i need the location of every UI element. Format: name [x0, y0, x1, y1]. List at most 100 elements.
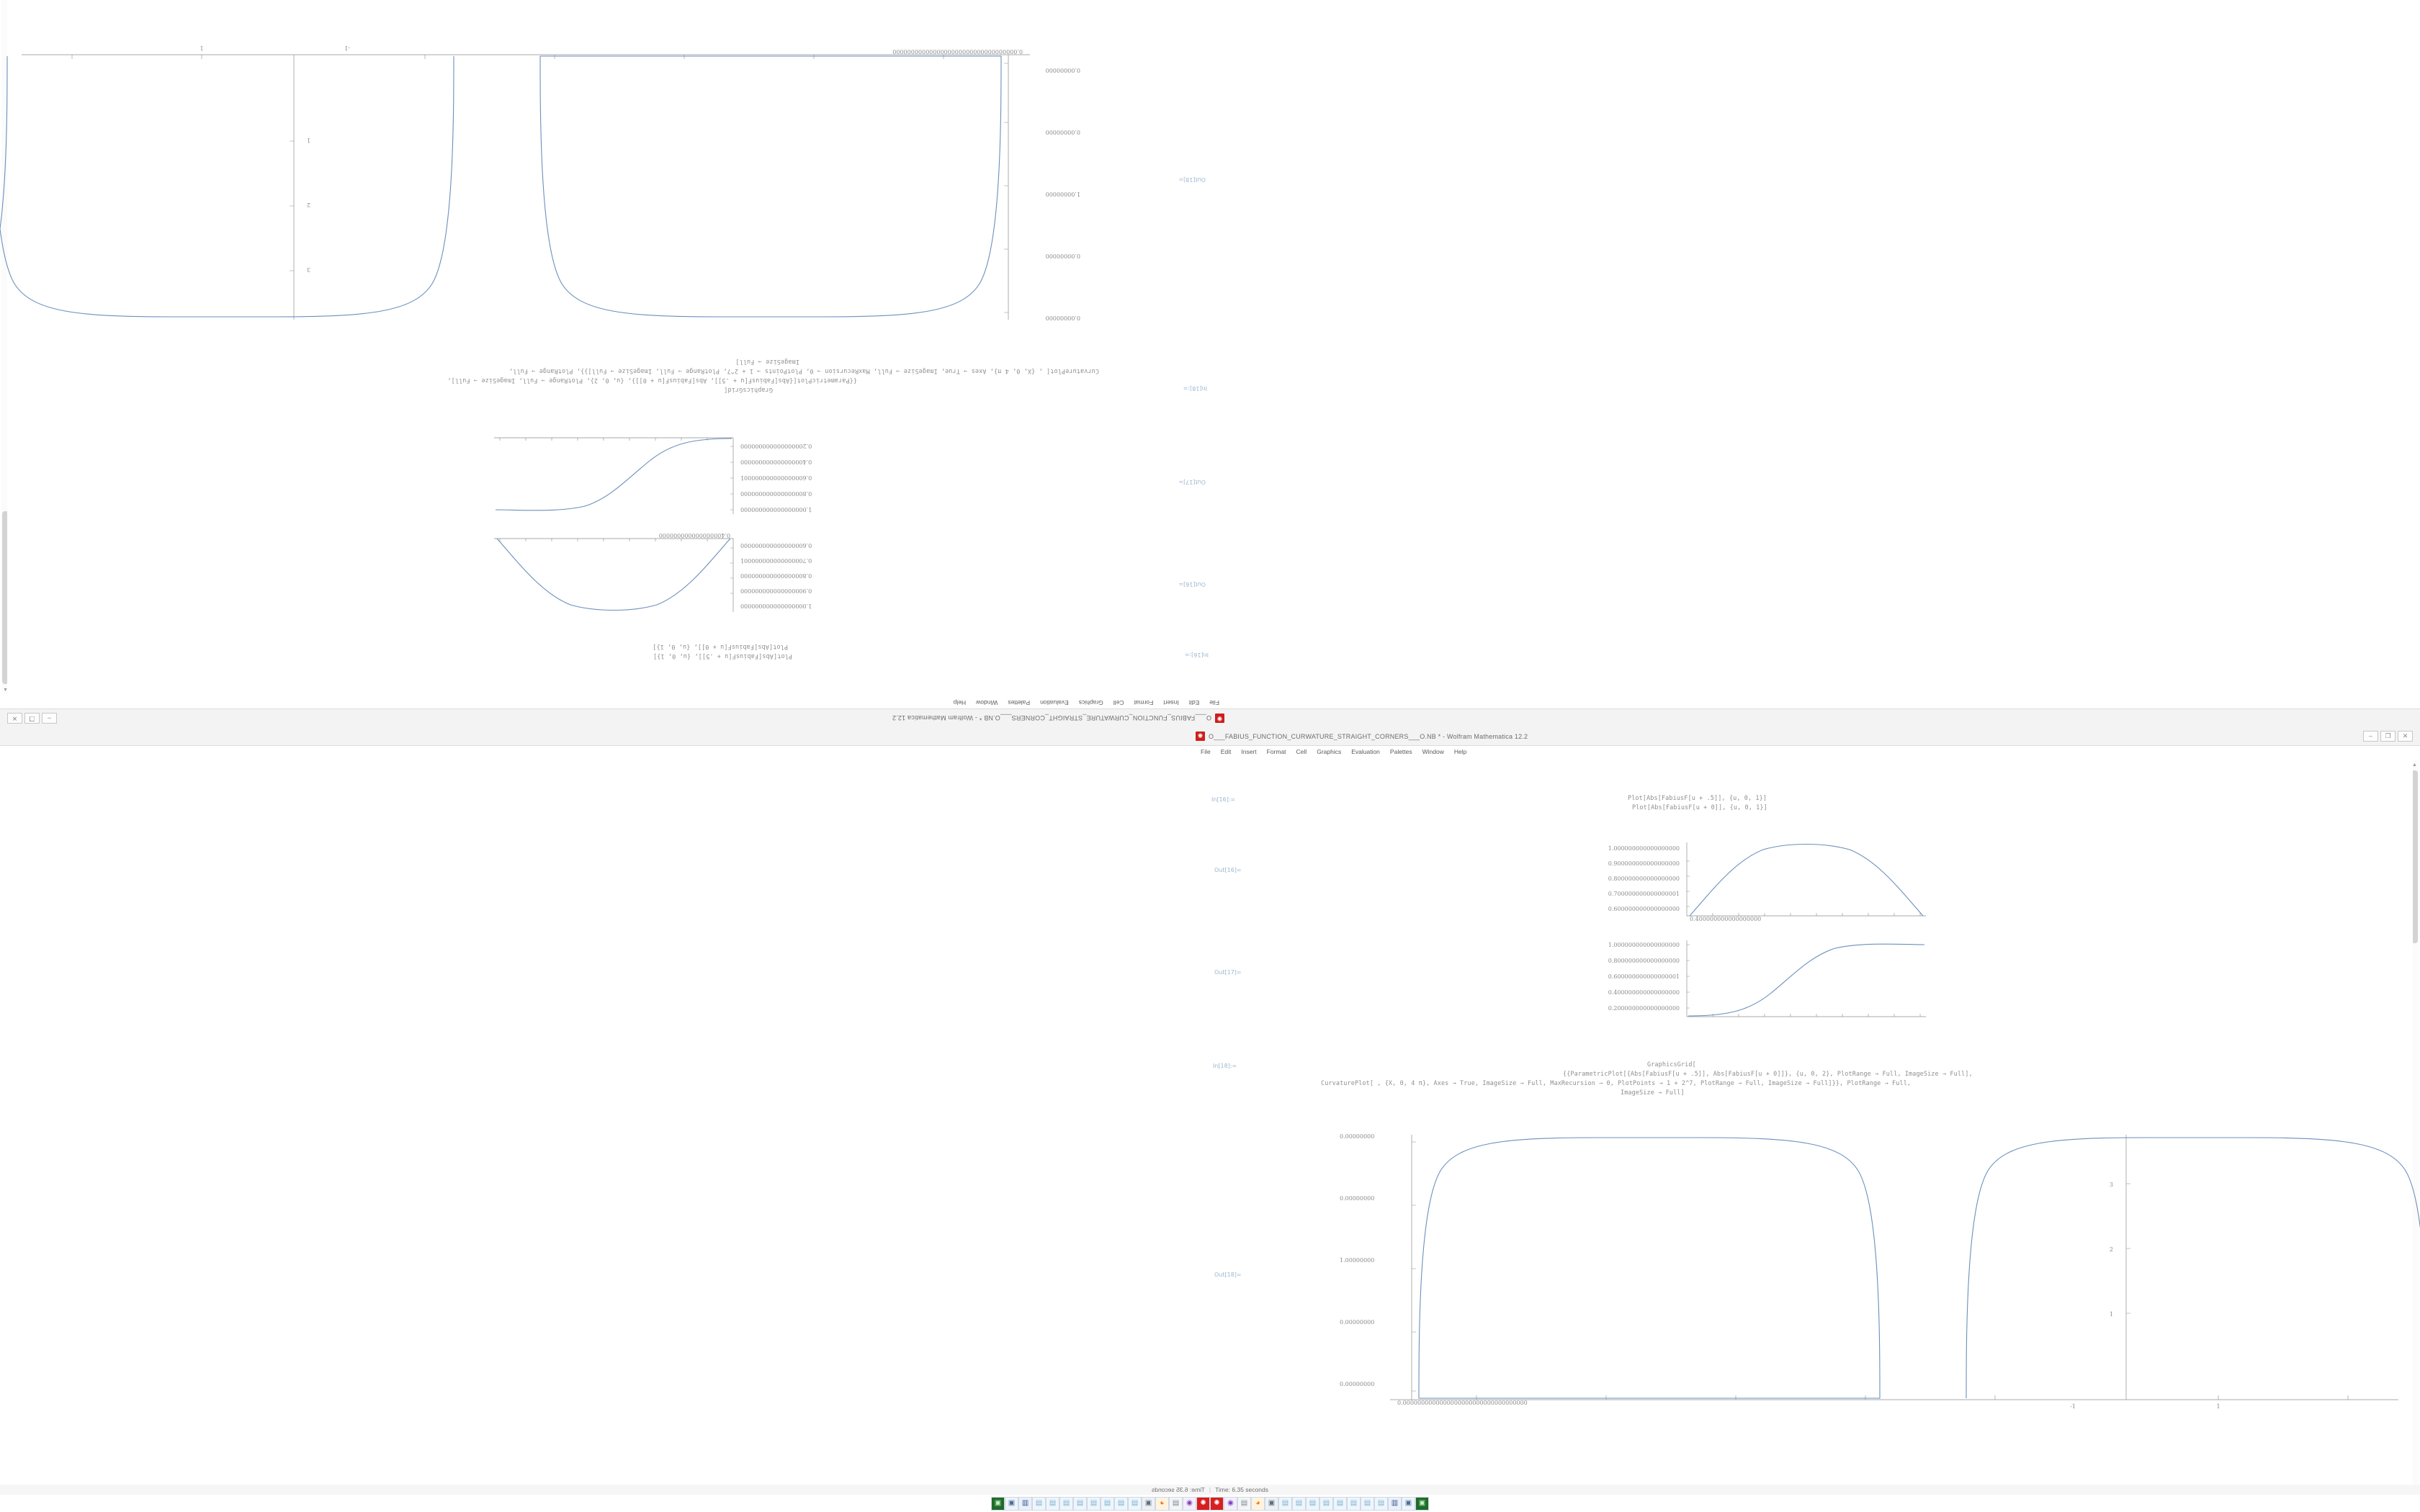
- menu-item-format[interactable]: Format: [1266, 747, 1286, 755]
- svg-text:3: 3: [2110, 1182, 2113, 1188]
- document-taskbar-button-4-mirrored[interactable]: ▤: [1087, 1496, 1101, 1511]
- document-taskbar-button-1-mirrored[interactable]: ▤: [1128, 1496, 1142, 1511]
- code-line-curvatureplot-rotated[interactable]: CurvaturePlot[ , {X, 0, 4 π}, Axes → Tru…: [508, 367, 1099, 374]
- window-controls-rotated[interactable]: – ❐ ✕: [7, 713, 57, 724]
- document-taskbar-button-2-mirrored[interactable]: ▤: [1114, 1496, 1128, 1511]
- y-tick-s-2: 0.800000000000000000: [1608, 958, 1680, 964]
- menu-item-help-rotated[interactable]: Help: [953, 699, 967, 707]
- mathematica-taskbar-button[interactable]: ✺: [1210, 1496, 1224, 1511]
- y-tick-p-3-rotated: 1.00000000: [1045, 191, 1080, 197]
- camera-taskbar-button[interactable]: ▣: [1265, 1496, 1278, 1511]
- menu-item-format-rotated[interactable]: Format: [1134, 699, 1154, 707]
- taskbar-group[interactable]: ✺ ◉ ▤ ◕ ▣ ▤ ▤ ▤ ▤ ▤ ▤ ▤ ▤ ▥ ▣ ▣: [1210, 1496, 1429, 1511]
- document-taskbar-button-8-mirrored[interactable]: ▤: [1032, 1496, 1046, 1511]
- menu-item-edit[interactable]: Edit: [1220, 747, 1232, 755]
- terminal-taskbar-button-mirrored[interactable]: ▣: [991, 1496, 1005, 1511]
- camera-taskbar-button-mirrored[interactable]: ▣: [1142, 1496, 1155, 1511]
- menu-item-graphics[interactable]: Graphics: [1317, 747, 1342, 755]
- document-taskbar-button-7[interactable]: ▤: [1361, 1496, 1374, 1511]
- code-line-plot-half-rotated[interactable]: Plot[Abs[FabiusF[u + .5]], {u, 0, 1}]: [653, 652, 792, 660]
- mathematica-taskbar-button-mirrored[interactable]: ✺: [1196, 1496, 1210, 1511]
- menu-item-graphics-rotated[interactable]: Graphics: [1078, 699, 1103, 707]
- svg-text:1: 1: [2110, 1311, 2113, 1318]
- out-label-16-rotated: Out[16]=: [1178, 581, 1206, 588]
- code-line-plot-zero-rotated[interactable]: Plot[Abs[FabiusF[u + 0]], {u, 0, 1}]: [653, 643, 788, 650]
- firefox-taskbar-button[interactable]: ◕: [1251, 1496, 1265, 1511]
- firefox-taskbar-button-mirrored[interactable]: ◕: [1155, 1496, 1169, 1511]
- x-tick-bump-1: 0.400000000000000000: [1690, 916, 1762, 922]
- code-line-curvatureplot[interactable]: CurvaturePlot[ , {X, 0, 4 π}, Axes → Tru…: [1321, 1080, 1912, 1087]
- svg-text:1: 1: [2216, 1403, 2220, 1410]
- fabius-zero-plot: [1686, 940, 1926, 1017]
- menu-item-palettes[interactable]: Palettes: [1389, 747, 1412, 755]
- text-editor-taskbar-button[interactable]: ▤: [1237, 1496, 1251, 1511]
- menu-item-window[interactable]: Window: [1422, 747, 1444, 755]
- menu-item-cell-rotated[interactable]: Cell: [1113, 699, 1124, 707]
- document-taskbar-button-5-mirrored[interactable]: ▤: [1073, 1496, 1087, 1511]
- document-taskbar-button-3[interactable]: ▤: [1306, 1496, 1319, 1511]
- y-tick-p-1-rotated: 0.00000000: [1045, 315, 1080, 321]
- code-line-parametricplot[interactable]: {{ParametricPlot[{Abs[FabiusF[u + .5]], …: [1563, 1071, 1973, 1078]
- monitor-taskbar-button-mirrored[interactable]: ▣: [1005, 1496, 1018, 1511]
- in-label-18-rotated: In[18]:=: [1183, 385, 1207, 392]
- restore-button[interactable]: ❐: [2380, 731, 2396, 742]
- wolfram-spikey-icon-rotated: [1215, 714, 1224, 723]
- fabius-shift-half-plot-rotated: [494, 538, 734, 612]
- code-line-graphicsgrid-rotated[interactable]: GraphicsGrid[: [724, 386, 773, 393]
- scroll-up-arrow[interactable]: ▲: [2412, 762, 2417, 768]
- code-line-imagesize-rotated[interactable]: ImageSize → Full]: [735, 358, 799, 365]
- code-line-imagesize[interactable]: ImageSize → Full]: [1621, 1089, 1685, 1097]
- wolfram-spikey-icon: [1196, 732, 1205, 741]
- menu-item-insert-rotated[interactable]: Insert: [1163, 699, 1179, 707]
- notebook-canvas-rotated[interactable]: In[16]:= Plot[Abs[FabiusF[u + .5]], {u, …: [0, 0, 1296, 694]
- title-bar-rotated[interactable]: O___FABIUS_FUNCTION_CURWATURE_STRAIGHT_C…: [0, 708, 2420, 727]
- document-taskbar-button-6[interactable]: ▤: [1347, 1496, 1361, 1511]
- monitor-taskbar-button[interactable]: ▣: [1402, 1496, 1415, 1511]
- app-purple-taskbar-button[interactable]: ◉: [1224, 1496, 1237, 1511]
- restore-button-rotated[interactable]: ❐: [24, 713, 40, 724]
- menu-bar[interactable]: File Edit Insert Format Cell Graphics Ev…: [0, 746, 2420, 757]
- code-line-plot-half[interactable]: Plot[Abs[FabiusF[u + .5]], {u, 0, 1}]: [1628, 795, 1767, 802]
- menu-item-help[interactable]: Help: [1453, 747, 1467, 755]
- menu-item-file[interactable]: File: [1201, 747, 1211, 755]
- menu-item-file-rotated[interactable]: File: [1209, 699, 1219, 707]
- document-taskbar-button-4[interactable]: ▤: [1319, 1496, 1333, 1511]
- menu-item-insert[interactable]: Insert: [1241, 747, 1257, 755]
- document-taskbar-button-5[interactable]: ▤: [1333, 1496, 1347, 1511]
- svg-text:-1: -1: [344, 45, 350, 51]
- code-line-parametricplot-rotated[interactable]: {{ParametricPlot[{Abs[FabiusF[u + .5]], …: [447, 377, 857, 384]
- window-title-rotated: O___FABIUS_FUNCTION_CURWATURE_STRAIGHT_C…: [892, 714, 1211, 722]
- vertical-scrollbar-thumb[interactable]: [2411, 770, 2418, 943]
- code-line-graphicsgrid[interactable]: GraphicsGrid[: [1647, 1061, 1696, 1068]
- save-taskbar-button-mirrored[interactable]: ▥: [1018, 1496, 1032, 1511]
- menu-item-palettes-rotated[interactable]: Palettes: [1008, 699, 1031, 707]
- app-purple-taskbar-button-mirrored[interactable]: ◉: [1183, 1496, 1196, 1511]
- text-editor-taskbar-button-mirrored[interactable]: ▤: [1169, 1496, 1183, 1511]
- menu-bar-rotated[interactable]: File Edit Insert Format Cell Graphics Ev…: [0, 698, 2420, 708]
- y-tick-p-3: 1.00000000: [1340, 1257, 1375, 1264]
- menu-item-evaluation[interactable]: Evaluation: [1351, 747, 1380, 755]
- document-taskbar-button-2[interactable]: ▤: [1292, 1496, 1306, 1511]
- document-taskbar-button-3-mirrored[interactable]: ▤: [1101, 1496, 1114, 1511]
- taskbar-group-mirrored[interactable]: ▣ ▣ ▥ ▤ ▤ ▤ ▤ ▤ ▤ ▤ ▤ ▣ ◕ ▤ ◉ ✺: [991, 1496, 1210, 1511]
- title-bar[interactable]: O___FABIUS_FUNCTION_CURWATURE_STRAIGHT_C…: [0, 727, 2420, 746]
- notebook-canvas[interactable]: In[16]:= Plot[Abs[FabiusF[u + .5]], {u, …: [1124, 760, 2420, 1495]
- document-taskbar-button-6-mirrored[interactable]: ▤: [1059, 1496, 1073, 1511]
- in-label-18: In[18]:=: [1213, 1063, 1237, 1069]
- menu-item-cell[interactable]: Cell: [1296, 747, 1307, 755]
- document-taskbar-button-1[interactable]: ▤: [1278, 1496, 1292, 1511]
- close-button[interactable]: ✕: [2398, 731, 2413, 742]
- document-taskbar-button-8[interactable]: ▤: [1374, 1496, 1388, 1511]
- menu-item-window-rotated[interactable]: Window: [976, 699, 998, 707]
- window-controls[interactable]: – ❐ ✕: [2363, 731, 2413, 742]
- taskbar[interactable]: ▣ ▣ ▥ ▤ ▤ ▤ ▤ ▤ ▤ ▤ ▤ ▣ ◕ ▤ ◉ ✺ ✺ ◉ ▤ ◕ ▣ ▤ ▤ ▤ ▤ ▤ ▤ ▤ ▤ ▥ ▣ ▣: [0, 1495, 2420, 1512]
- code-line-plot-zero[interactable]: Plot[Abs[FabiusF[u + 0]], {u, 0, 1}]: [1632, 804, 1767, 811]
- save-taskbar-button[interactable]: ▥: [1388, 1496, 1402, 1511]
- document-taskbar-button-7-mirrored[interactable]: ▤: [1046, 1496, 1059, 1511]
- terminal-taskbar-button[interactable]: ▣: [1415, 1496, 1429, 1511]
- close-button-rotated[interactable]: ✕: [7, 713, 22, 724]
- minimize-button-rotated[interactable]: –: [42, 713, 57, 724]
- menu-item-evaluation-rotated[interactable]: Evaluation: [1040, 699, 1069, 707]
- menu-item-edit-rotated[interactable]: Edit: [1188, 699, 1200, 707]
- minimize-button[interactable]: –: [2363, 731, 2378, 742]
